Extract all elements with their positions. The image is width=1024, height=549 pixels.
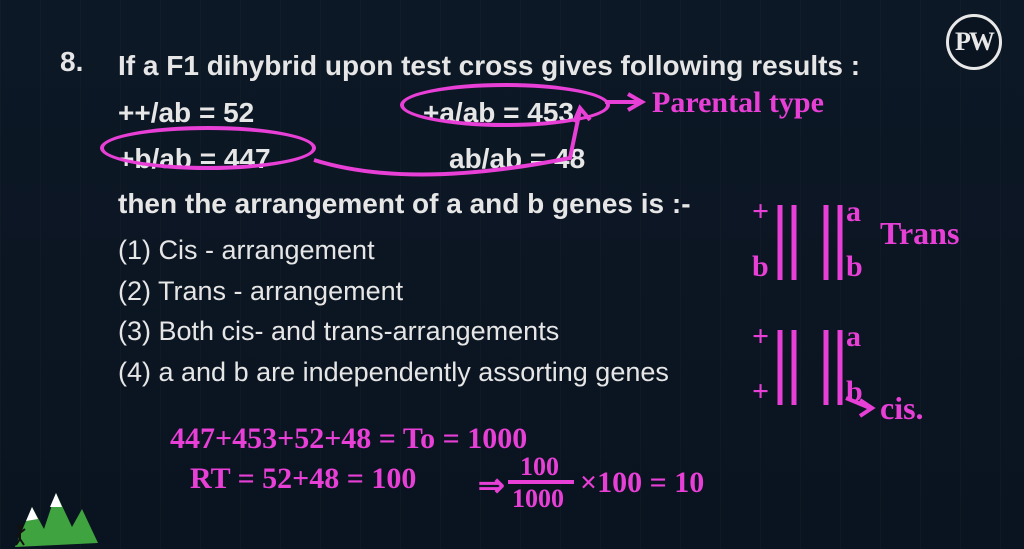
annotation-cis-label: cis.: [880, 390, 924, 427]
cis-tr: a: [846, 320, 861, 354]
question-leadout: then the arrangement of a and b genes is…: [118, 184, 860, 225]
annotation-trans-label: Trans: [880, 215, 959, 252]
cis-bl: +: [752, 375, 769, 409]
option-3: (3) Both cis- and trans-arrangements: [118, 311, 860, 352]
cis-br: b: [846, 375, 863, 409]
calc-arrow: ⇒: [478, 466, 505, 504]
circle-annotation-parental-2: [100, 126, 316, 170]
calc-frac-num: 100: [520, 452, 559, 482]
cis-tl: +: [752, 320, 769, 354]
trans-bl: b: [752, 250, 769, 284]
brand-logo: PW: [946, 14, 1002, 70]
option-2: (2) Trans - arrangement: [118, 271, 860, 312]
question-number: 8.: [60, 46, 118, 78]
circle-annotation-parental-1: [400, 83, 610, 127]
calc-frac-den: 1000: [512, 484, 564, 514]
calc-line-1: 447+453+52+48 = To = 1000: [170, 422, 527, 456]
trans-br: b: [846, 250, 863, 284]
options-list: (1) Cis - arrangement (2) Trans - arrang…: [118, 230, 860, 392]
question-stem: If a F1 dihybrid upon test cross gives f…: [118, 46, 860, 87]
trans-tl: +: [752, 195, 769, 229]
calc-line-2: RT = 52+48 = 100: [190, 462, 416, 496]
brand-logo-text: PW: [955, 27, 993, 57]
option-4: (4) a and b are independently assorting …: [118, 352, 860, 393]
annotation-parental-label: Parental type: [652, 86, 824, 120]
trans-tr: a: [846, 195, 861, 229]
mountain-art-icon: [10, 479, 120, 549]
option-1: (1) Cis - arrangement: [118, 230, 860, 271]
calc-tail: ×100 = 10: [580, 466, 704, 500]
datum-ab-ab: ab/ab = 48: [423, 139, 585, 180]
